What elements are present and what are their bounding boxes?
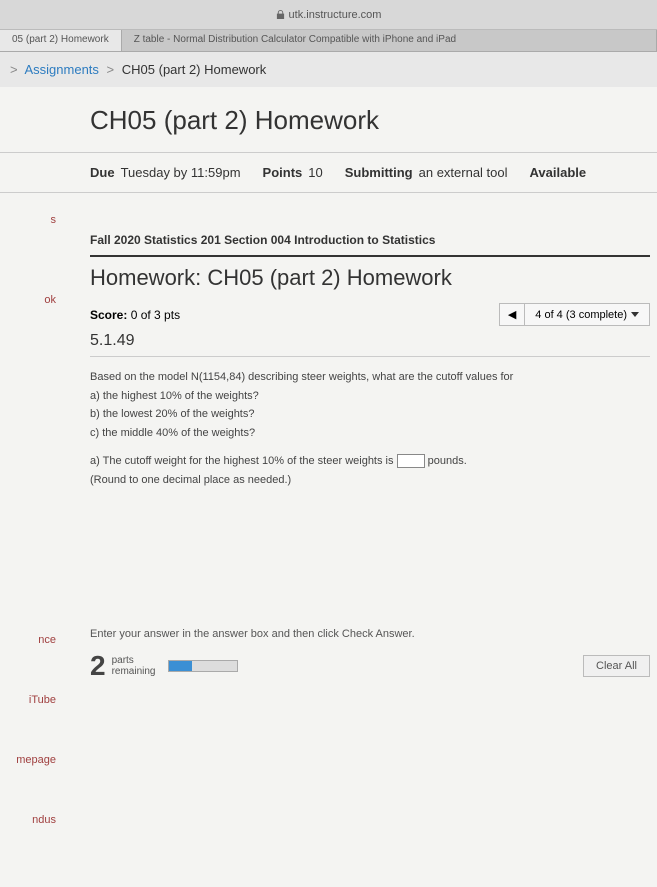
breadcrumb-sep: >: [10, 62, 18, 77]
progress-bar: [168, 660, 238, 672]
nav-frag[interactable]: iTube: [0, 680, 60, 720]
score-label: Score:: [90, 308, 127, 322]
browser-address-bar: utk.instructure.com: [0, 0, 657, 30]
homework-title: Homework: CH05 (part 2) Homework: [90, 255, 650, 291]
question-part-c: c) the middle 40% of the weights?: [90, 425, 650, 442]
course-name: Fall 2020 Statistics 201 Section 004 Int…: [90, 233, 650, 255]
nav-frag[interactable]: ndus: [0, 800, 60, 840]
points-label: Points: [263, 165, 303, 180]
question-part-a: a) the highest 10% of the weights?: [90, 388, 650, 405]
submitting-value: an external tool: [419, 165, 508, 180]
breadcrumb-assignments[interactable]: Assignments: [25, 62, 99, 77]
breadcrumb: > Assignments > CH05 (part 2) Homework: [0, 52, 657, 87]
parts-remaining: 2 partsremaining: [90, 650, 238, 682]
tab-homework[interactable]: 05 (part 2) Homework: [0, 30, 122, 51]
question-nav: ◀ 4 of 4 (3 complete): [499, 303, 650, 326]
due-value: Tuesday by 11:59pm: [121, 165, 241, 180]
lock-icon: [276, 10, 285, 19]
progress-fill: [169, 661, 193, 671]
score-value: 0 of 3 pts: [131, 308, 180, 322]
clear-all-button[interactable]: Clear All: [583, 655, 650, 677]
submitting-label: Submitting: [345, 165, 413, 180]
assignment-meta: Due Tuesday by 11:59pm Points 10 Submittin…: [0, 152, 657, 193]
available-label: Available: [530, 165, 587, 180]
page-title: CH05 (part 2) Homework: [90, 105, 657, 136]
due-label: Due: [90, 165, 115, 180]
nav-frag[interactable]: ok: [0, 280, 60, 320]
prev-question-button[interactable]: ◀: [500, 304, 525, 325]
question-body: Based on the model N(1154,84) describing…: [90, 369, 650, 488]
breadcrumb-current: CH05 (part 2) Homework: [122, 62, 267, 77]
nav-frag[interactable]: nce: [0, 620, 60, 660]
answer-prompt-a: a) The cutoff weight for the highest 10%…: [90, 453, 650, 470]
browser-tabs: 05 (part 2) Homework Z table - Normal Di…: [0, 30, 657, 52]
answer-input-a[interactable]: [397, 454, 425, 468]
chevron-down-icon: [631, 312, 639, 317]
question-position-dropdown[interactable]: 4 of 4 (3 complete): [525, 305, 649, 325]
points-value: 10: [308, 165, 322, 180]
breadcrumb-sep: >: [107, 62, 115, 77]
question-part-b: b) the lowest 20% of the weights?: [90, 406, 650, 423]
left-nav-fragments: s ok nce iTube mepage ndus: [0, 200, 60, 840]
rounding-instruction: (Round to one decimal place as needed.): [90, 472, 650, 489]
question-number: 5.1.49: [90, 332, 650, 357]
nav-frag[interactable]: mepage: [0, 740, 60, 780]
question-intro: Based on the model N(1154,84) describing…: [90, 369, 650, 386]
parts-count: 2: [90, 650, 106, 682]
url-text: utk.instructure.com: [289, 9, 382, 21]
tab-ztable[interactable]: Z table - Normal Distribution Calculator…: [122, 30, 657, 51]
nav-frag[interactable]: s: [0, 200, 60, 240]
footer-instruction: Enter your answer in the answer box and …: [90, 628, 650, 640]
